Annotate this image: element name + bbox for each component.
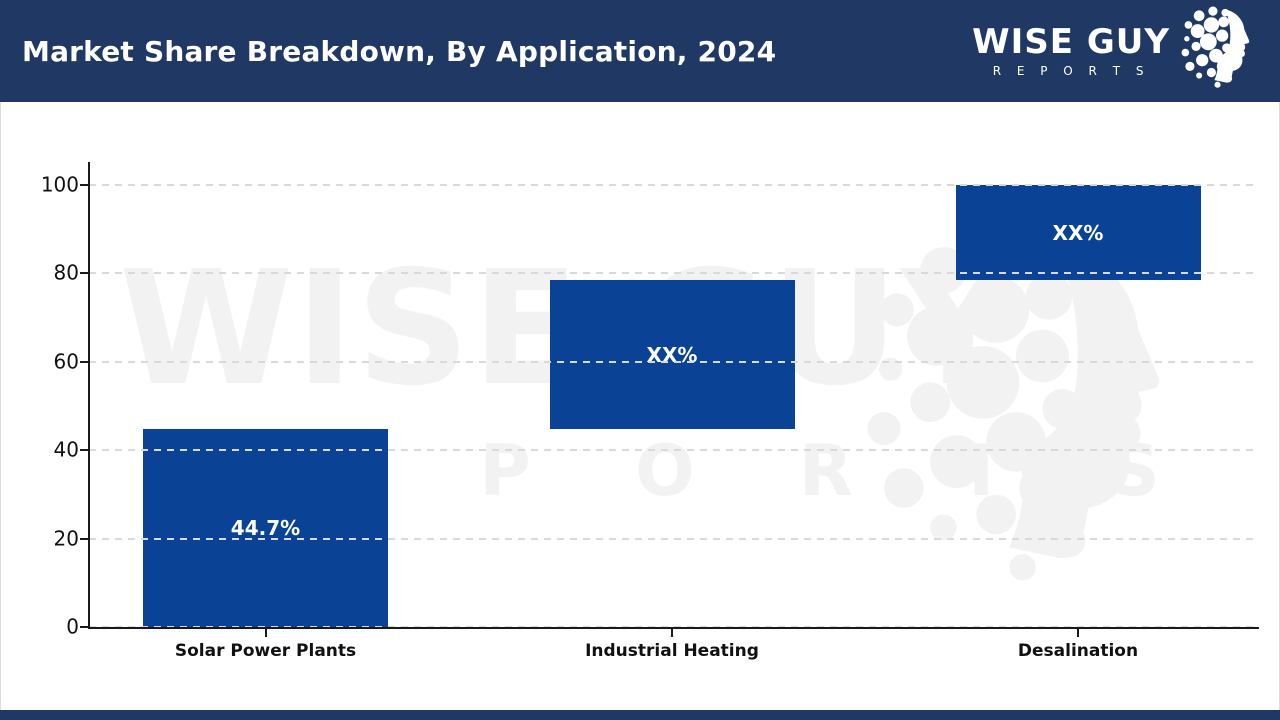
- x-axis-category-label: Solar Power Plants: [174, 641, 357, 661]
- bar-segment: [143, 429, 388, 627]
- header-bar: Market Share Breakdown, By Application, …: [0, 0, 1280, 102]
- y-tick-mark: [80, 537, 88, 540]
- x-axis-line: [88, 627, 1259, 629]
- y-gridline: [89, 360, 1259, 363]
- brand-logo-name: WISE GUY: [972, 21, 1170, 62]
- y-axis-tick-label: 0: [66, 614, 79, 639]
- bar-value-label: XX%: [1052, 220, 1104, 245]
- bar-segment: [549, 280, 795, 430]
- chart-area: WISE GUY R E P O R T S 44.7% XX% XX% 0 20 40 6…: [0, 102, 1280, 710]
- brand-logo: WISE GUY R E P O R T S: [972, 5, 1258, 97]
- brand-head-icon: [1174, 5, 1258, 97]
- y-gridline: [89, 537, 1259, 540]
- y-axis-line: [88, 162, 90, 629]
- y-tick-mark: [80, 360, 88, 363]
- y-tick-mark: [80, 184, 88, 186]
- y-gridline: [89, 272, 1259, 275]
- y-axis-tick-label: 80: [53, 260, 79, 285]
- x-tick-mark: [264, 629, 267, 637]
- bar-value-label: 44.7%: [230, 516, 301, 541]
- y-axis-tick-label: 20: [53, 526, 79, 551]
- y-gridline: [89, 449, 1259, 452]
- x-axis-category-label: Industrial Heating: [585, 641, 759, 661]
- page-title: Market Share Breakdown, By Application, …: [22, 34, 777, 68]
- x-tick-mark: [1077, 629, 1079, 637]
- y-axis-tick-label: 40: [53, 437, 79, 462]
- brand-logo-text: WISE GUY R E P O R T S: [972, 25, 1170, 78]
- bar-value-label: XX%: [646, 342, 698, 367]
- y-tick-mark: [80, 272, 88, 275]
- y-axis-tick-label: 100: [40, 172, 79, 197]
- footer-bar: [0, 710, 1280, 720]
- y-gridline: [89, 184, 1259, 186]
- x-tick-mark: [671, 629, 673, 637]
- y-tick-mark: [80, 626, 88, 628]
- y-axis-tick-label: 60: [53, 349, 79, 374]
- bar-segment: [955, 185, 1201, 281]
- x-axis-category-label: Desalination: [1017, 641, 1139, 661]
- brand-logo-subtitle: R E P O R T S: [992, 63, 1150, 78]
- y-tick-mark: [80, 449, 88, 452]
